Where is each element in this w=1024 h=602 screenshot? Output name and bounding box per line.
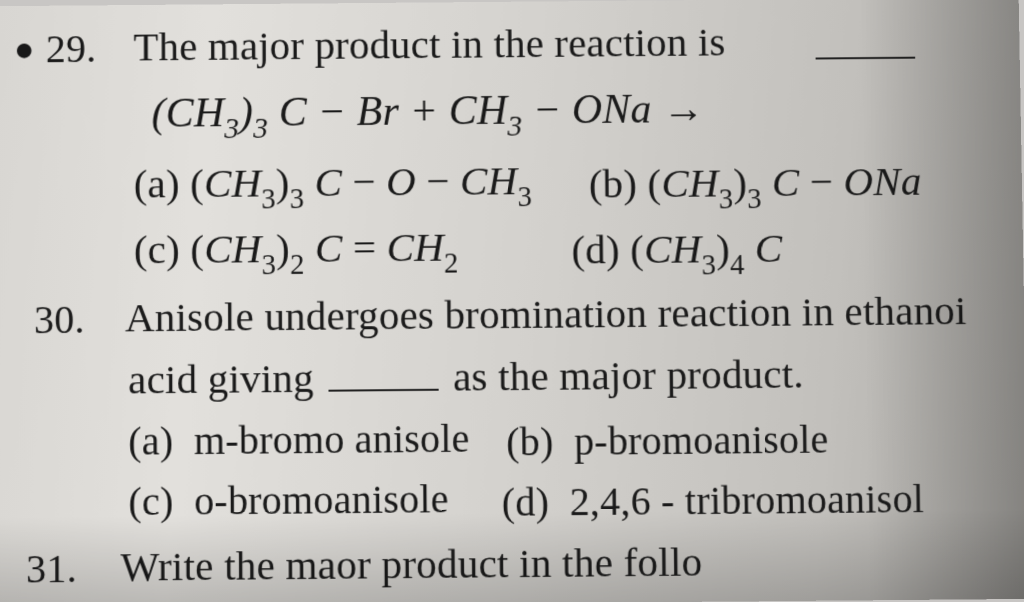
q30-opt-c-text: o-bromoanisole — [194, 476, 449, 524]
q30-opt-a-text: m-bromo anisole — [194, 416, 470, 464]
page: ● 29. The major product in the reaction … — [0, 0, 1024, 602]
q29-blank — [811, 46, 919, 65]
q30-opt-d: (d) 2,4,6 - tribromoanisol — [502, 475, 925, 526]
q30-prompt-line2: acid giving as the major product. — [128, 349, 804, 403]
q30-opt-b-label: (b) — [506, 419, 554, 465]
q29-opt-c: (c) (CH3)2 C = CH2 — [134, 223, 459, 281]
q29-prompt: The major product in the reaction is — [133, 18, 725, 71]
q29-opt-b-label: (b) — [589, 160, 638, 206]
q30-prompt-line1: Anisole undergoes bromination reaction i… — [125, 286, 967, 341]
q29-opt-a-label: (a) — [134, 160, 180, 206]
q29-reaction: (CH3)3 C − Br + CH3 − ONa → — [151, 85, 704, 144]
q30-prompt-2b: as the major product. — [453, 350, 804, 399]
q29-opt-a: (a) (CH3)3 C − O − CH3 — [134, 156, 532, 214]
q30-opt-c: (c) o-bromoanisole — [128, 475, 449, 525]
q30-opt-b: (b) p-bromoanisole — [506, 415, 829, 465]
q30-opt-a-label: (a) — [128, 418, 173, 464]
q30-number: 30. — [34, 296, 85, 343]
q29-number: 29. — [46, 25, 96, 72]
bullet-q29: ● — [14, 32, 34, 70]
q29-opt-c-label: (c) — [134, 226, 180, 272]
q31-number: 31. — [26, 545, 77, 593]
q29-opt-d: (d) (CH3)4 C — [571, 224, 782, 281]
q30-opt-c-label: (c) — [128, 478, 173, 524]
q31-prompt: Write the maor product in the follo — [120, 537, 702, 591]
q30-prompt-2a: acid giving — [128, 355, 314, 403]
q30-opt-d-label: (d) — [502, 479, 550, 525]
q29-opt-d-label: (d) — [571, 226, 620, 272]
q30-opt-b-text: p-bromoanisole — [574, 416, 829, 463]
q30-opt-a: (a) m-bromo anisole — [128, 415, 470, 465]
q29-opt-b: (b) (CH3)3 C − ONa — [589, 157, 922, 215]
q30-opt-d-text: 2,4,6 - tribromoanisol — [569, 476, 924, 524]
